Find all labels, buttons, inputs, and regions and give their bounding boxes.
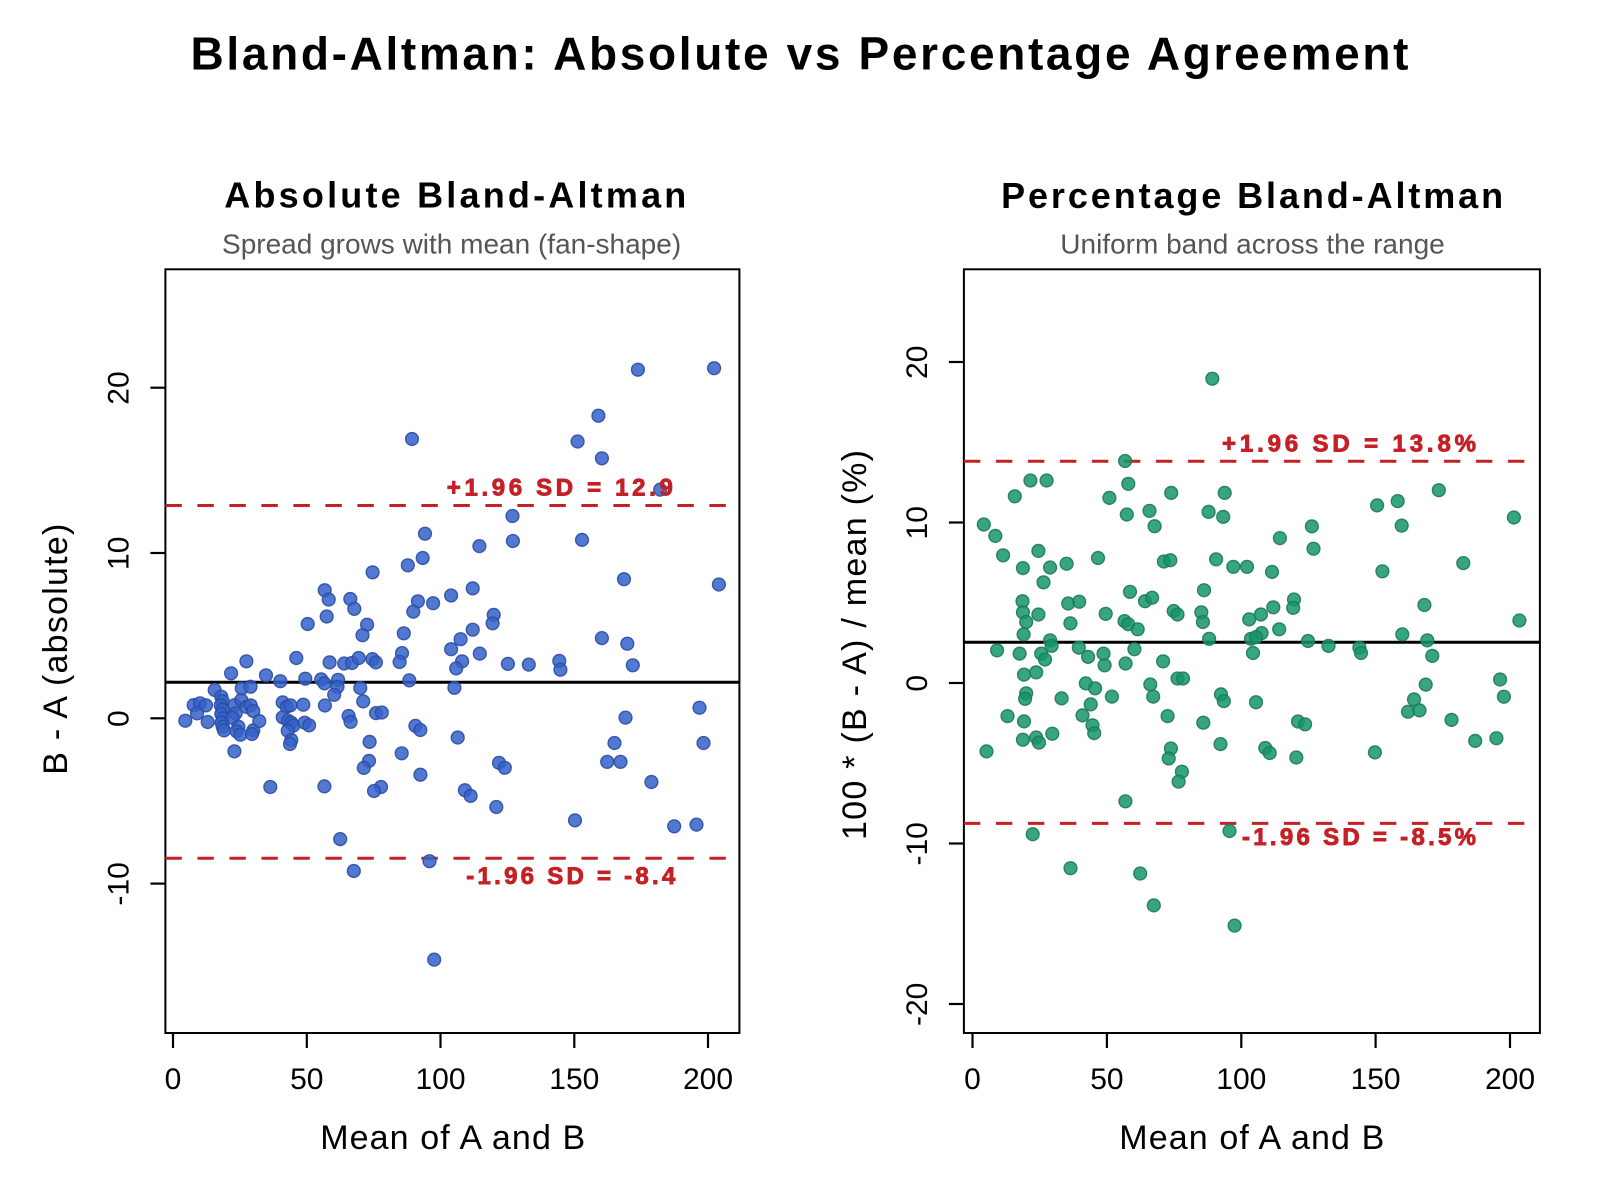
svg-text:-1.96 SD = -8.4: -1.96 SD = -8.4	[466, 863, 676, 890]
svg-text:20: 20	[103, 371, 136, 404]
svg-text:+1.96 SD = 12.9: +1.96 SD = 12.9	[447, 475, 673, 502]
svg-text:0: 0	[103, 710, 136, 727]
svg-text:-20: -20	[901, 983, 934, 1026]
svg-text:100: 100	[415, 1063, 465, 1096]
svg-text:0: 0	[901, 675, 934, 692]
svg-text:200: 200	[1485, 1063, 1535, 1096]
svg-text:50: 50	[1090, 1063, 1123, 1096]
svg-text:100: 100	[1216, 1063, 1266, 1096]
svg-text:-10: -10	[103, 862, 136, 905]
svg-text:+1.96 SD = 13.8%: +1.96 SD = 13.8%	[1222, 431, 1476, 458]
svg-text:10: 10	[103, 537, 136, 570]
svg-text:Uniform band across the range: Uniform band across the range	[1060, 229, 1444, 260]
svg-text:B - A (absolute): B - A (absolute)	[37, 524, 75, 775]
svg-text:0: 0	[165, 1063, 182, 1096]
svg-text:Absolute Bland-Altman: Absolute Bland-Altman	[224, 174, 686, 215]
svg-text:20: 20	[901, 346, 934, 379]
svg-text:150: 150	[549, 1063, 599, 1096]
svg-text:150: 150	[1351, 1063, 1401, 1096]
svg-text:Mean of A and B: Mean of A and B	[1119, 1119, 1384, 1157]
svg-text:100 * (B - A) / mean (%): 100 * (B - A) / mean (%)	[836, 450, 874, 840]
svg-text:Mean of A and B: Mean of A and B	[320, 1119, 585, 1157]
svg-text:10: 10	[901, 506, 934, 539]
svg-text:Percentage Bland-Altman: Percentage Bland-Altman	[1001, 175, 1503, 216]
svg-text:0: 0	[964, 1063, 981, 1096]
svg-text:Bland-Altman: Absolute vs Perc: Bland-Altman: Absolute vs Percentage Agr…	[191, 28, 1409, 80]
svg-text:200: 200	[683, 1063, 733, 1096]
svg-text:50: 50	[290, 1063, 323, 1096]
svg-text:-10: -10	[901, 822, 934, 865]
svg-text:Spread grows with mean (fan-sh: Spread grows with mean (fan-shape)	[222, 229, 681, 260]
